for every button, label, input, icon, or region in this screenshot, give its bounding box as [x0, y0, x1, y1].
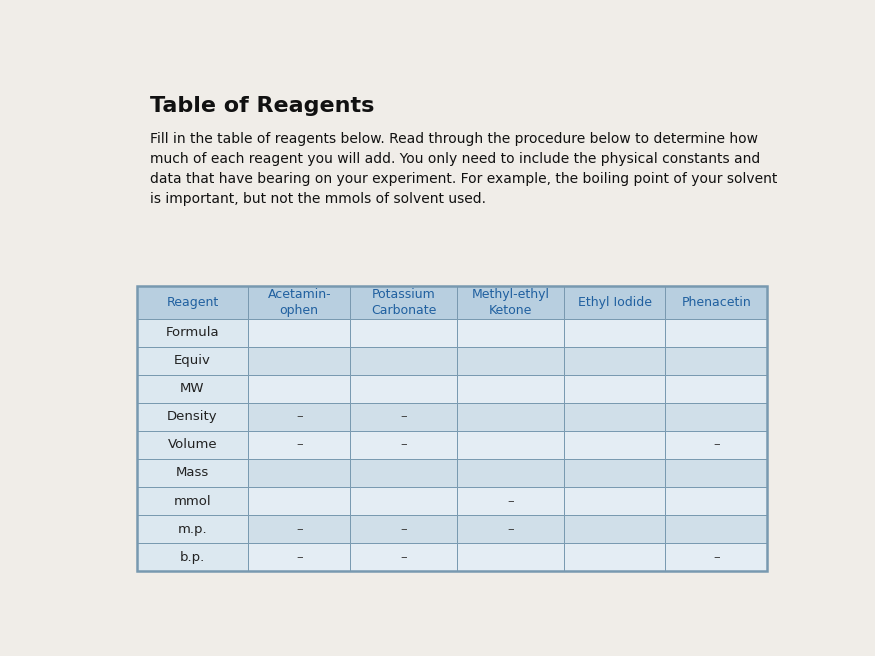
Bar — [248, 431, 350, 459]
Text: Methyl-ethyl
Ketone: Methyl-ethyl Ketone — [472, 288, 550, 317]
Text: Volume: Volume — [168, 438, 217, 451]
Text: MW: MW — [180, 382, 205, 396]
Text: Phenacetin: Phenacetin — [682, 296, 751, 309]
Bar — [564, 487, 666, 515]
Bar — [248, 286, 350, 319]
Text: Reagent: Reagent — [166, 296, 219, 309]
Bar — [136, 286, 248, 319]
Bar — [457, 403, 564, 431]
Bar — [564, 319, 666, 347]
Text: Formula: Formula — [165, 326, 220, 339]
Bar — [457, 459, 564, 487]
Text: Mass: Mass — [176, 466, 209, 480]
Bar — [666, 403, 767, 431]
Bar — [136, 319, 248, 347]
Bar — [666, 487, 767, 515]
Text: –: – — [296, 523, 303, 535]
Bar — [350, 319, 457, 347]
Bar — [350, 375, 457, 403]
Bar — [457, 347, 564, 375]
Bar — [248, 347, 350, 375]
Bar — [666, 286, 767, 319]
Bar — [457, 515, 564, 543]
Bar — [666, 375, 767, 403]
Bar — [136, 515, 248, 543]
Bar — [136, 459, 248, 487]
Bar — [350, 403, 457, 431]
Text: Potassium
Carbonate: Potassium Carbonate — [371, 288, 437, 317]
Bar — [350, 543, 457, 571]
Bar — [248, 515, 350, 543]
Bar — [564, 431, 666, 459]
Text: –: – — [296, 550, 303, 564]
Text: –: – — [400, 523, 407, 535]
Bar — [248, 319, 350, 347]
Bar — [666, 347, 767, 375]
Text: Fill in the table of reagents below. Read through the procedure below to determi: Fill in the table of reagents below. Rea… — [150, 132, 778, 206]
Text: Ethyl Iodide: Ethyl Iodide — [578, 296, 652, 309]
Text: Density: Density — [167, 411, 218, 423]
Bar — [248, 403, 350, 431]
Text: m.p.: m.p. — [178, 523, 207, 535]
Text: –: – — [713, 550, 719, 564]
Bar — [457, 487, 564, 515]
Bar — [564, 286, 666, 319]
Text: –: – — [296, 411, 303, 423]
Bar — [564, 347, 666, 375]
Bar — [248, 487, 350, 515]
Text: –: – — [296, 438, 303, 451]
Bar — [350, 431, 457, 459]
Text: –: – — [400, 411, 407, 423]
Text: –: – — [713, 438, 719, 451]
Bar — [350, 459, 457, 487]
Bar — [564, 403, 666, 431]
Text: Acetamin-
ophen: Acetamin- ophen — [268, 288, 331, 317]
Text: –: – — [507, 495, 514, 508]
Text: Table of Reagents: Table of Reagents — [150, 96, 374, 116]
Text: –: – — [400, 550, 407, 564]
Bar — [666, 515, 767, 543]
Bar — [666, 459, 767, 487]
Text: Equiv: Equiv — [174, 354, 211, 367]
Bar — [457, 543, 564, 571]
Bar — [136, 431, 248, 459]
Bar — [136, 403, 248, 431]
Text: –: – — [507, 523, 514, 535]
Bar — [136, 347, 248, 375]
Bar — [136, 375, 248, 403]
Bar — [350, 515, 457, 543]
Bar — [666, 319, 767, 347]
Text: mmol: mmol — [173, 495, 211, 508]
Bar — [564, 515, 666, 543]
Bar — [350, 347, 457, 375]
Bar — [136, 286, 767, 571]
Bar — [350, 286, 457, 319]
Bar — [457, 319, 564, 347]
Bar — [248, 459, 350, 487]
Bar — [564, 459, 666, 487]
Bar — [564, 375, 666, 403]
Text: b.p.: b.p. — [180, 550, 205, 564]
Bar — [457, 375, 564, 403]
Bar — [136, 487, 248, 515]
Bar — [457, 286, 564, 319]
Bar — [136, 543, 248, 571]
Bar — [350, 487, 457, 515]
Bar — [248, 375, 350, 403]
Bar — [457, 431, 564, 459]
Bar — [248, 543, 350, 571]
Text: –: – — [400, 438, 407, 451]
Bar — [564, 543, 666, 571]
Bar — [666, 543, 767, 571]
Bar — [666, 431, 767, 459]
